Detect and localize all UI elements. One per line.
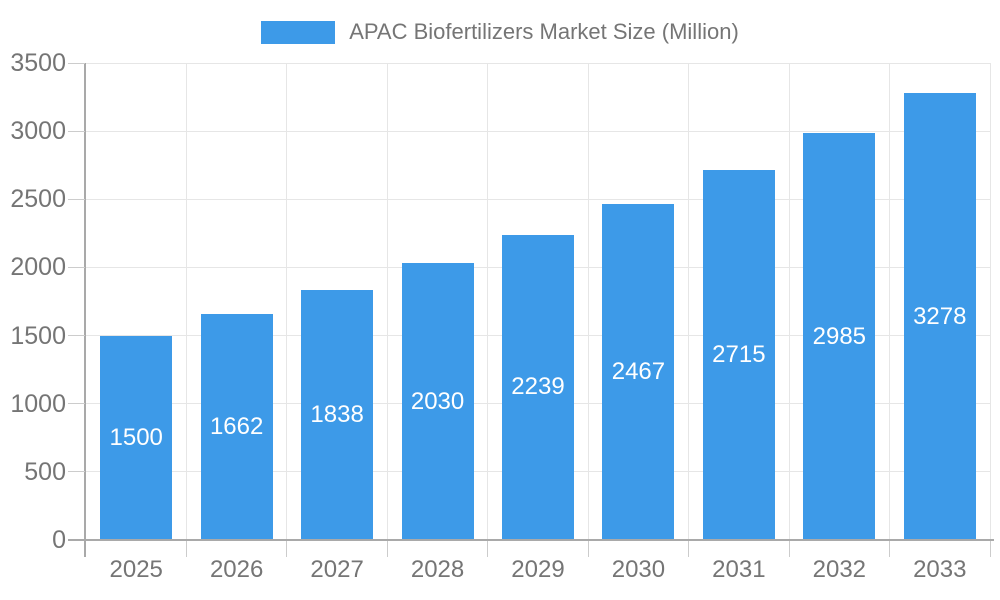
y-axis-line [84, 63, 86, 557]
x-gridline [889, 63, 891, 540]
bar-value-label: 1662 [209, 412, 264, 440]
x-gridline [386, 63, 388, 540]
x-axis-tick [788, 541, 790, 557]
x-axis-label: 2033 [913, 556, 967, 583]
x-gridline [587, 63, 589, 540]
x-axis-label: 2032 [812, 556, 867, 583]
bar-2025[interactable]: 1500 [100, 335, 173, 540]
bar-value-label: 2467 [611, 357, 666, 385]
y-gridline [86, 130, 990, 132]
y-axis-tick [68, 266, 85, 268]
bar-value-label: 2239 [511, 373, 565, 401]
x-axis-baseline [68, 539, 994, 541]
x-axis-tick [286, 541, 288, 557]
legend-label: APAC Biofertilizers Market Size (Million… [349, 19, 739, 44]
bar-2031[interactable]: 2715 [702, 169, 775, 540]
x-axis-tick [487, 541, 489, 557]
x-gridline [788, 63, 790, 540]
x-axis-tick [185, 541, 187, 557]
y-gridline [86, 198, 990, 200]
x-axis-tick [386, 541, 388, 557]
x-axis-label: 2031 [712, 556, 766, 583]
y-axis-label: 1500 [10, 321, 66, 350]
bar-value-label: 2985 [812, 322, 867, 350]
x-axis-tick [688, 541, 690, 557]
bar-value-label: 1500 [109, 423, 163, 451]
y-axis-label: 1000 [10, 389, 66, 418]
bar-2032[interactable]: 2985 [803, 133, 876, 540]
x-gridline [286, 63, 288, 540]
y-axis-tick [68, 335, 85, 337]
y-axis-label: 2500 [10, 185, 66, 214]
plot-area: 1500 1662 1838 2030 2239 2467 2715 2985 3278 [86, 62, 991, 540]
x-axis-label: 2027 [310, 556, 364, 583]
y-axis-label: 2000 [10, 253, 66, 282]
x-axis-label: 2025 [109, 556, 163, 583]
bar-2028[interactable]: 2030 [401, 263, 474, 540]
bar-value-label: 3278 [913, 302, 967, 330]
bar-value-label: 2030 [410, 387, 465, 415]
x-axis-label: 2029 [511, 556, 565, 583]
x-axis-tick [889, 541, 891, 557]
x-gridline [185, 63, 187, 540]
y-axis-tick [68, 198, 85, 200]
x-axis-tick [989, 541, 991, 557]
x-axis-tick [587, 541, 589, 557]
legend[interactable]: APAC Biofertilizers Market Size (Million… [0, 19, 1000, 45]
x-axis-label: 2028 [410, 556, 465, 583]
x-gridline [688, 63, 690, 540]
bar-2026[interactable]: 1662 [200, 313, 273, 540]
bar-2033[interactable]: 3278 [903, 93, 976, 540]
y-axis-label: 3000 [10, 117, 66, 146]
y-axis-tick [68, 403, 85, 405]
y-axis-tick [68, 130, 85, 132]
y-axis-tick [68, 62, 85, 64]
x-axis-label: 2030 [611, 556, 666, 583]
y-gridline [86, 62, 990, 64]
bar-value-label: 2715 [712, 340, 766, 368]
y-axis-label: 0 [52, 526, 66, 554]
legend-swatch [261, 20, 336, 44]
x-gridline [487, 63, 489, 540]
bar-2030[interactable]: 2467 [602, 203, 675, 540]
x-axis-label: 2026 [209, 556, 264, 583]
y-axis-label: 3500 [10, 49, 66, 77]
bar-value-label: 1838 [310, 400, 364, 428]
y-axis-tick [68, 471, 85, 473]
bar-2027[interactable]: 1838 [301, 289, 374, 540]
x-gridline [989, 63, 991, 540]
y-axis-label: 500 [24, 457, 66, 486]
bar-2029[interactable]: 2239 [502, 234, 574, 540]
